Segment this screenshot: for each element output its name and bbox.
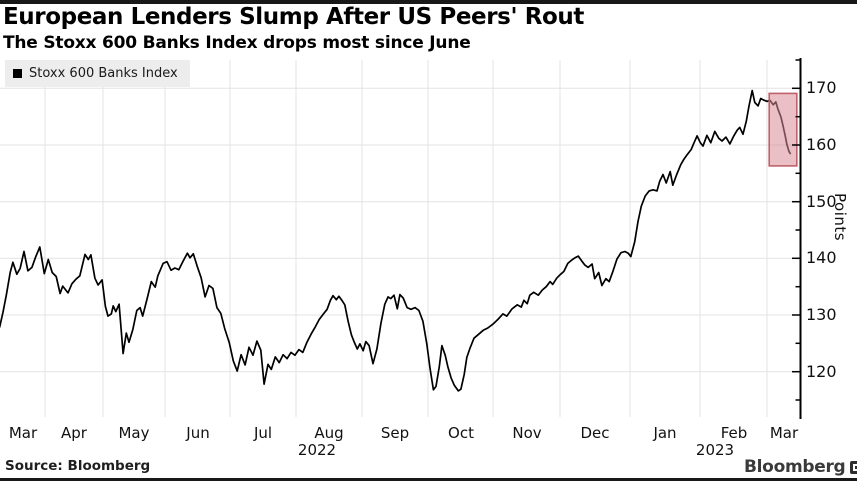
chart-title: European Lenders Slump After US Peers' R… bbox=[3, 4, 585, 30]
x-axis-month-label: Nov bbox=[512, 424, 542, 442]
highlight-box bbox=[768, 92, 798, 167]
x-axis-month-label: Dec bbox=[580, 424, 610, 442]
x-axis-month-label: Sep bbox=[380, 424, 410, 442]
chart-subtitle: The Stoxx 600 Banks Index drops most sin… bbox=[3, 33, 471, 53]
x-axis-year-label: 2022 bbox=[297, 441, 337, 459]
bloomberg-logo: Bloomberg bbox=[744, 457, 857, 477]
y-tick-label: 170 bbox=[806, 78, 837, 97]
legend: Stoxx 600 Banks Index bbox=[5, 60, 190, 87]
x-axis-month-label: Apr bbox=[61, 424, 87, 442]
top-bar bbox=[0, 0, 857, 4]
y-tick-label: 150 bbox=[806, 192, 837, 211]
bloomberg-logo-mark-icon bbox=[850, 460, 857, 474]
bottom-bar bbox=[0, 478, 857, 481]
x-axis-month-label: Jun bbox=[186, 424, 210, 442]
y-tick-label: 130 bbox=[806, 305, 837, 324]
bloomberg-wordmark: Bloomberg bbox=[744, 457, 846, 477]
x-axis-month-label: Mar bbox=[769, 424, 799, 442]
legend-square-marker-icon bbox=[13, 69, 22, 78]
legend-label: Stoxx 600 Banks Index bbox=[29, 66, 178, 81]
source-note: Source: Bloomberg bbox=[5, 458, 151, 474]
x-axis-month-label: Mar bbox=[8, 424, 38, 442]
x-axis-month-label: Oct bbox=[448, 424, 474, 442]
x-axis-month-label: Jul bbox=[253, 424, 273, 442]
x-axis-month-label: Feb bbox=[720, 424, 748, 442]
x-axis-month-label: May bbox=[118, 424, 150, 442]
y-tick-label: 120 bbox=[806, 362, 837, 381]
x-axis-year-label: 2023 bbox=[695, 441, 735, 459]
y-tick-label: 160 bbox=[806, 135, 837, 154]
price-line bbox=[0, 89, 792, 392]
y-axis-title: Points bbox=[831, 193, 849, 242]
x-axis-month-label: Jan bbox=[653, 424, 677, 442]
y-tick-label: 140 bbox=[806, 248, 837, 267]
x-axis-month-label: Aug bbox=[314, 424, 344, 442]
